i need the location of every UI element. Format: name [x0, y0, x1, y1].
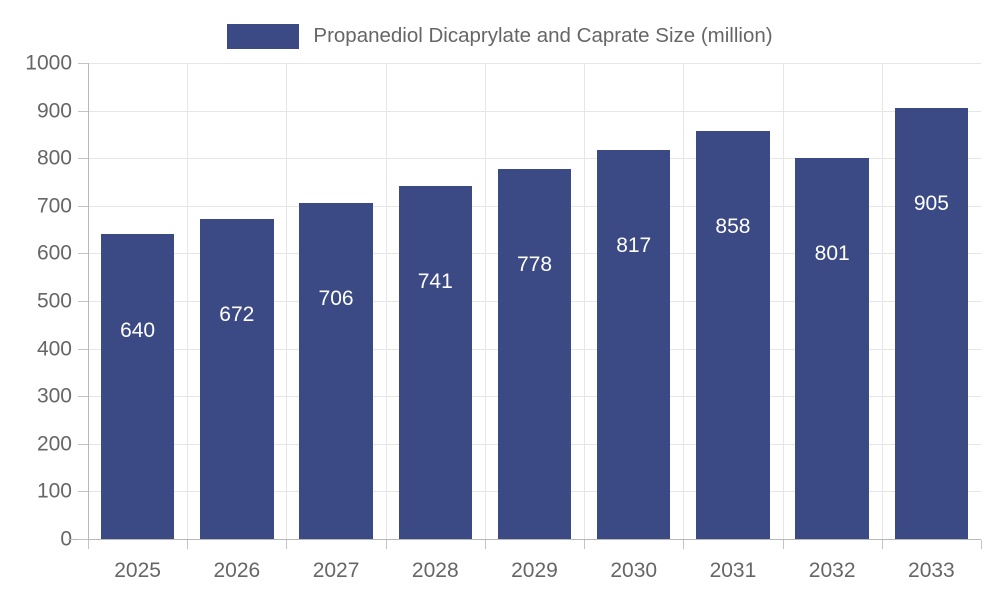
- x-axis-tick-label: 2027: [312, 559, 360, 582]
- bar-value-label: 706: [318, 287, 354, 311]
- bar[interactable]: 778: [497, 168, 572, 539]
- x-axis-tick-mark: [385, 540, 387, 549]
- x-axis-tick-mark: [881, 540, 883, 549]
- x-axis-tick-label: 2025: [114, 559, 161, 582]
- y-axis-tick-label: 700: [36, 194, 72, 218]
- gridline-vertical: [187, 63, 188, 539]
- y-axis-tick-label: 1000: [25, 51, 72, 75]
- y-axis-line: [88, 63, 89, 540]
- bar-value-label: 741: [417, 270, 453, 294]
- gridline-vertical: [584, 63, 585, 539]
- bar[interactable]: 672: [200, 219, 274, 539]
- x-axis-tick-mark: [981, 540, 982, 549]
- y-axis-tick-mark: [78, 539, 88, 540]
- x-axis-tick-mark: [88, 540, 89, 549]
- x-axis-tick-label: 2026: [213, 559, 261, 582]
- x-axis-tick-mark: [584, 540, 586, 549]
- y-axis-tick-label: 0: [60, 527, 72, 551]
- bar-value-label: 778: [516, 252, 553, 276]
- chart-legend: Propanediol Dicaprylate and Caprate Size…: [0, 14, 1000, 58]
- y-axis-tick-label: 800: [36, 146, 72, 170]
- gridline-vertical: [683, 63, 684, 539]
- y-axis-tick-label: 300: [36, 384, 72, 408]
- x-axis-tick-label: 2033: [908, 559, 955, 582]
- y-axis-tick-label: 400: [36, 337, 72, 361]
- gridline-horizontal: [88, 63, 981, 64]
- bar[interactable]: 858: [696, 130, 770, 539]
- bar-value-label: 858: [715, 214, 751, 238]
- y-axis-tick-label: 500: [36, 289, 72, 313]
- y-axis-tick-label: 900: [36, 99, 72, 123]
- y-axis-tick-mark: [78, 491, 88, 493]
- bar[interactable]: 741: [398, 186, 472, 539]
- bar[interactable]: 706: [299, 202, 373, 539]
- gridline-vertical: [882, 63, 883, 539]
- gridline-vertical: [485, 63, 486, 539]
- gridline-horizontal: [88, 158, 981, 160]
- gridline-vertical: [286, 63, 287, 539]
- y-axis-tick-mark: [78, 158, 88, 160]
- x-axis-tick-label: 2031: [709, 559, 757, 582]
- y-axis: 0 100 200 300 400 500 600 700 800 900 1000: [0, 0, 72, 600]
- y-axis-tick-mark: [78, 253, 88, 255]
- x-axis-tick-mark: [782, 540, 784, 549]
- x-axis-tick-label: 2028: [411, 559, 459, 582]
- gridline-vertical: [783, 63, 784, 539]
- gridline-vertical: [386, 63, 387, 539]
- gridline-horizontal: [88, 110, 981, 112]
- bar-value-label: 801: [814, 241, 850, 265]
- bar[interactable]: 801: [795, 157, 869, 539]
- bar[interactable]: 640: [100, 234, 175, 539]
- y-axis-tick-mark: [78, 348, 88, 350]
- bar-value-label: 905: [913, 192, 949, 216]
- y-axis-tick-mark: [78, 301, 88, 302]
- bar[interactable]: 905: [894, 108, 969, 539]
- bar-value-label: 817: [616, 234, 652, 258]
- bar-value-label: 640: [120, 318, 156, 342]
- plot-area: 640 672 706 741 778 817 858 801 905: [88, 63, 981, 539]
- legend-swatch-icon: [227, 23, 300, 49]
- x-axis-tick-mark: [683, 540, 685, 549]
- y-axis-tick-mark: [78, 396, 88, 398]
- y-axis-tick-mark: [78, 443, 88, 445]
- x-axis-tick-label: 2029: [511, 559, 558, 582]
- x-axis-tick-label: 2030: [610, 559, 658, 582]
- x-axis-tick-mark: [484, 540, 486, 549]
- y-axis-tick-mark: [78, 205, 88, 207]
- y-axis-tick-mark: [78, 63, 88, 64]
- y-axis-tick-label: 100: [36, 479, 72, 503]
- x-axis-tick-mark: [286, 540, 288, 549]
- x-axis-tick-label: 2032: [808, 559, 856, 582]
- x-axis-tick-mark: [187, 540, 189, 549]
- bar-value-label: 672: [219, 303, 255, 327]
- x-axis-line: [68, 539, 981, 540]
- y-axis-tick-label: 600: [36, 241, 72, 265]
- bar[interactable]: 817: [597, 150, 671, 539]
- legend-label: Propanediol Dicaprylate and Caprate Size…: [313, 23, 773, 47]
- y-axis-tick-label: 200: [36, 432, 72, 456]
- y-axis-tick-mark: [78, 110, 88, 112]
